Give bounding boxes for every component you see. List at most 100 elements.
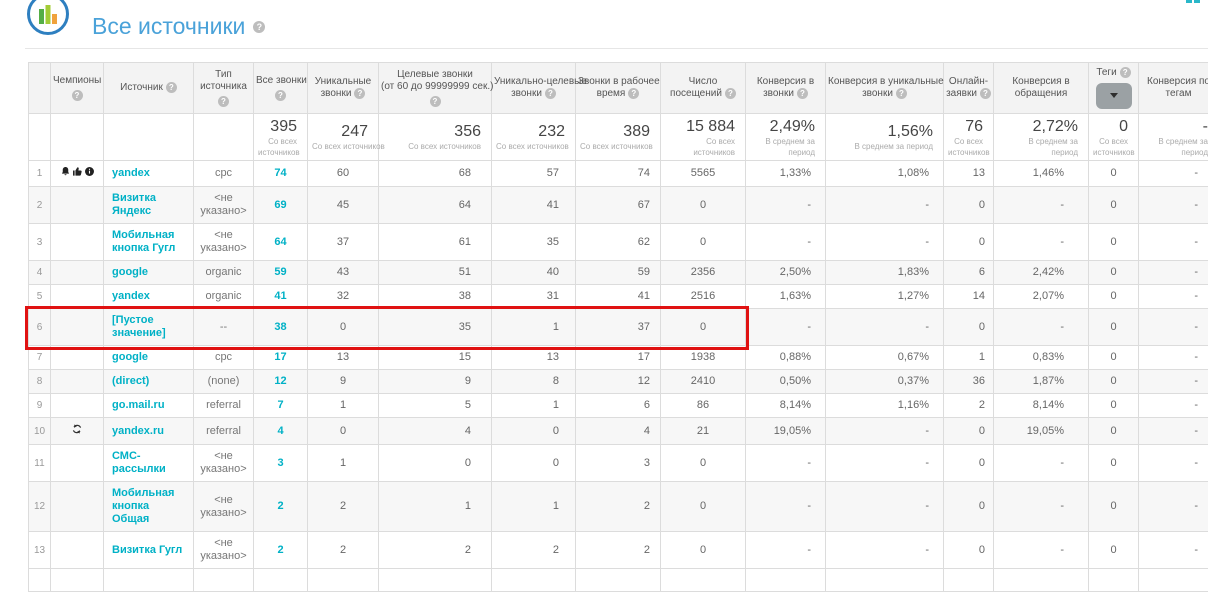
cell-target_calls: 35 [379,309,492,346]
total-value: 15 884 [665,118,735,135]
total-value: 232 [496,123,565,140]
cell-conv_calls: 2,50% [746,261,826,285]
cell-conv_calls: - [746,532,826,569]
total-value: 395 [258,118,297,135]
cell-champions [51,532,104,569]
all-calls-link[interactable]: 69 [274,199,286,211]
help-icon[interactable]: ? [896,88,907,99]
cell-unique_calls: 0 [308,309,379,346]
source-link[interactable]: google [112,266,148,278]
cell-source-type: referral [194,394,254,418]
help-icon[interactable]: ? [166,82,177,93]
all-calls-link[interactable]: 12 [274,375,286,387]
help-icon[interactable]: ? [545,88,556,99]
cell-source-type: <не указано> [194,187,254,224]
all-calls-link[interactable]: 64 [274,236,286,248]
help-icon[interactable]: ? [980,88,991,99]
help-icon[interactable]: ? [628,88,639,99]
help-icon[interactable]: ? [218,96,229,107]
clipped-corner-icon[interactable] [1186,0,1200,3]
all-calls-link[interactable]: 7 [277,399,283,411]
cell-conv_tags: - [1139,261,1208,285]
all-calls-link[interactable]: 38 [274,321,286,333]
cell-online_requests: 0 [944,418,994,445]
all-calls-link[interactable]: 3 [277,457,283,469]
cell-unique_target_calls: 2 [492,532,576,569]
cell-source: СМС-рассылки [104,445,194,482]
cell-empty [379,569,492,592]
cell-conv_tags: - [1139,532,1208,569]
cell-unique_target_calls: 8 [492,370,576,394]
all-calls-link[interactable]: 59 [274,266,286,278]
help-icon[interactable]: ? [72,90,83,101]
help-icon[interactable]: ? [430,96,441,107]
cell-tags: 0 [1089,261,1139,285]
cell-conv_tags: - [1139,309,1208,346]
cell-conv_tags: - [1139,224,1208,261]
row-number: 2 [29,187,51,224]
help-icon[interactable]: ? [1120,67,1131,78]
source-link[interactable]: Визитка Гугл [112,544,182,556]
all-calls-link[interactable]: 4 [277,425,283,437]
cell-all_calls: 3 [254,445,308,482]
source-link[interactable]: Мобильная кнопка Гугл [112,229,175,254]
cell-unique_calls: 13 [308,346,379,370]
all-calls-link[interactable]: 17 [274,351,286,363]
tags-filter-button[interactable] [1096,83,1132,109]
source-link[interactable]: go.mail.ru [112,399,165,411]
cell-unique_target_calls: 0 [492,418,576,445]
source-link[interactable]: yandex [112,290,150,302]
cell-worktime_calls: 41 [576,285,661,309]
bell-icon[interactable] [60,166,71,177]
help-icon[interactable]: ? [797,88,808,99]
source-link[interactable]: СМС-рассылки [112,450,166,475]
cell-source-type: cpc [194,161,254,187]
total-caption: В среднем за период [830,142,933,151]
cell-source-type: -- [194,309,254,346]
cell-conv_calls: 0,88% [746,346,826,370]
all-calls-link[interactable]: 41 [274,290,286,302]
total-empty [51,114,104,161]
all-calls-link[interactable]: 2 [277,500,283,512]
cell-worktime_calls: 59 [576,261,661,285]
all-calls-link[interactable]: 74 [274,167,286,179]
source-link[interactable]: Визитка Яндекс [112,192,156,217]
title-help-icon[interactable]: ? [253,21,265,33]
source-link[interactable]: yandex.ru [112,425,164,437]
cell-source-type: cpc [194,346,254,370]
cell-champions [51,285,104,309]
info-icon[interactable] [84,166,95,177]
source-link[interactable]: (direct) [112,375,149,387]
help-icon[interactable]: ? [275,90,286,101]
source-link[interactable]: [Пустое значение] [112,314,166,339]
source-link[interactable]: Мобильная кнопка Общая [112,487,174,525]
cell-worktime_calls: 2 [576,482,661,532]
cell-online_requests: 2 [944,394,994,418]
help-icon[interactable]: ? [725,88,736,99]
source-link[interactable]: yandex [112,167,150,179]
cell-worktime_calls: 12 [576,370,661,394]
cell-champions [51,161,104,187]
all-calls-link[interactable]: 2 [277,544,283,556]
help-icon[interactable]: ? [354,88,365,99]
total-empty [29,114,51,161]
cell-conv_requests: - [994,309,1089,346]
cell-empty [661,569,746,592]
page-title: Все источники [92,13,245,40]
thumb-up-icon[interactable] [72,166,83,177]
report-icon [24,0,74,44]
cell-conv_unique_calls: - [826,532,944,569]
cell-conv_calls: 8,14% [746,394,826,418]
total-value: 389 [580,123,650,140]
refresh-icon[interactable] [71,423,83,435]
cell-unique_calls: 60 [308,161,379,187]
total-value: 247 [312,123,368,140]
cell-worktime_calls: 67 [576,187,661,224]
source-link[interactable]: google [112,351,148,363]
